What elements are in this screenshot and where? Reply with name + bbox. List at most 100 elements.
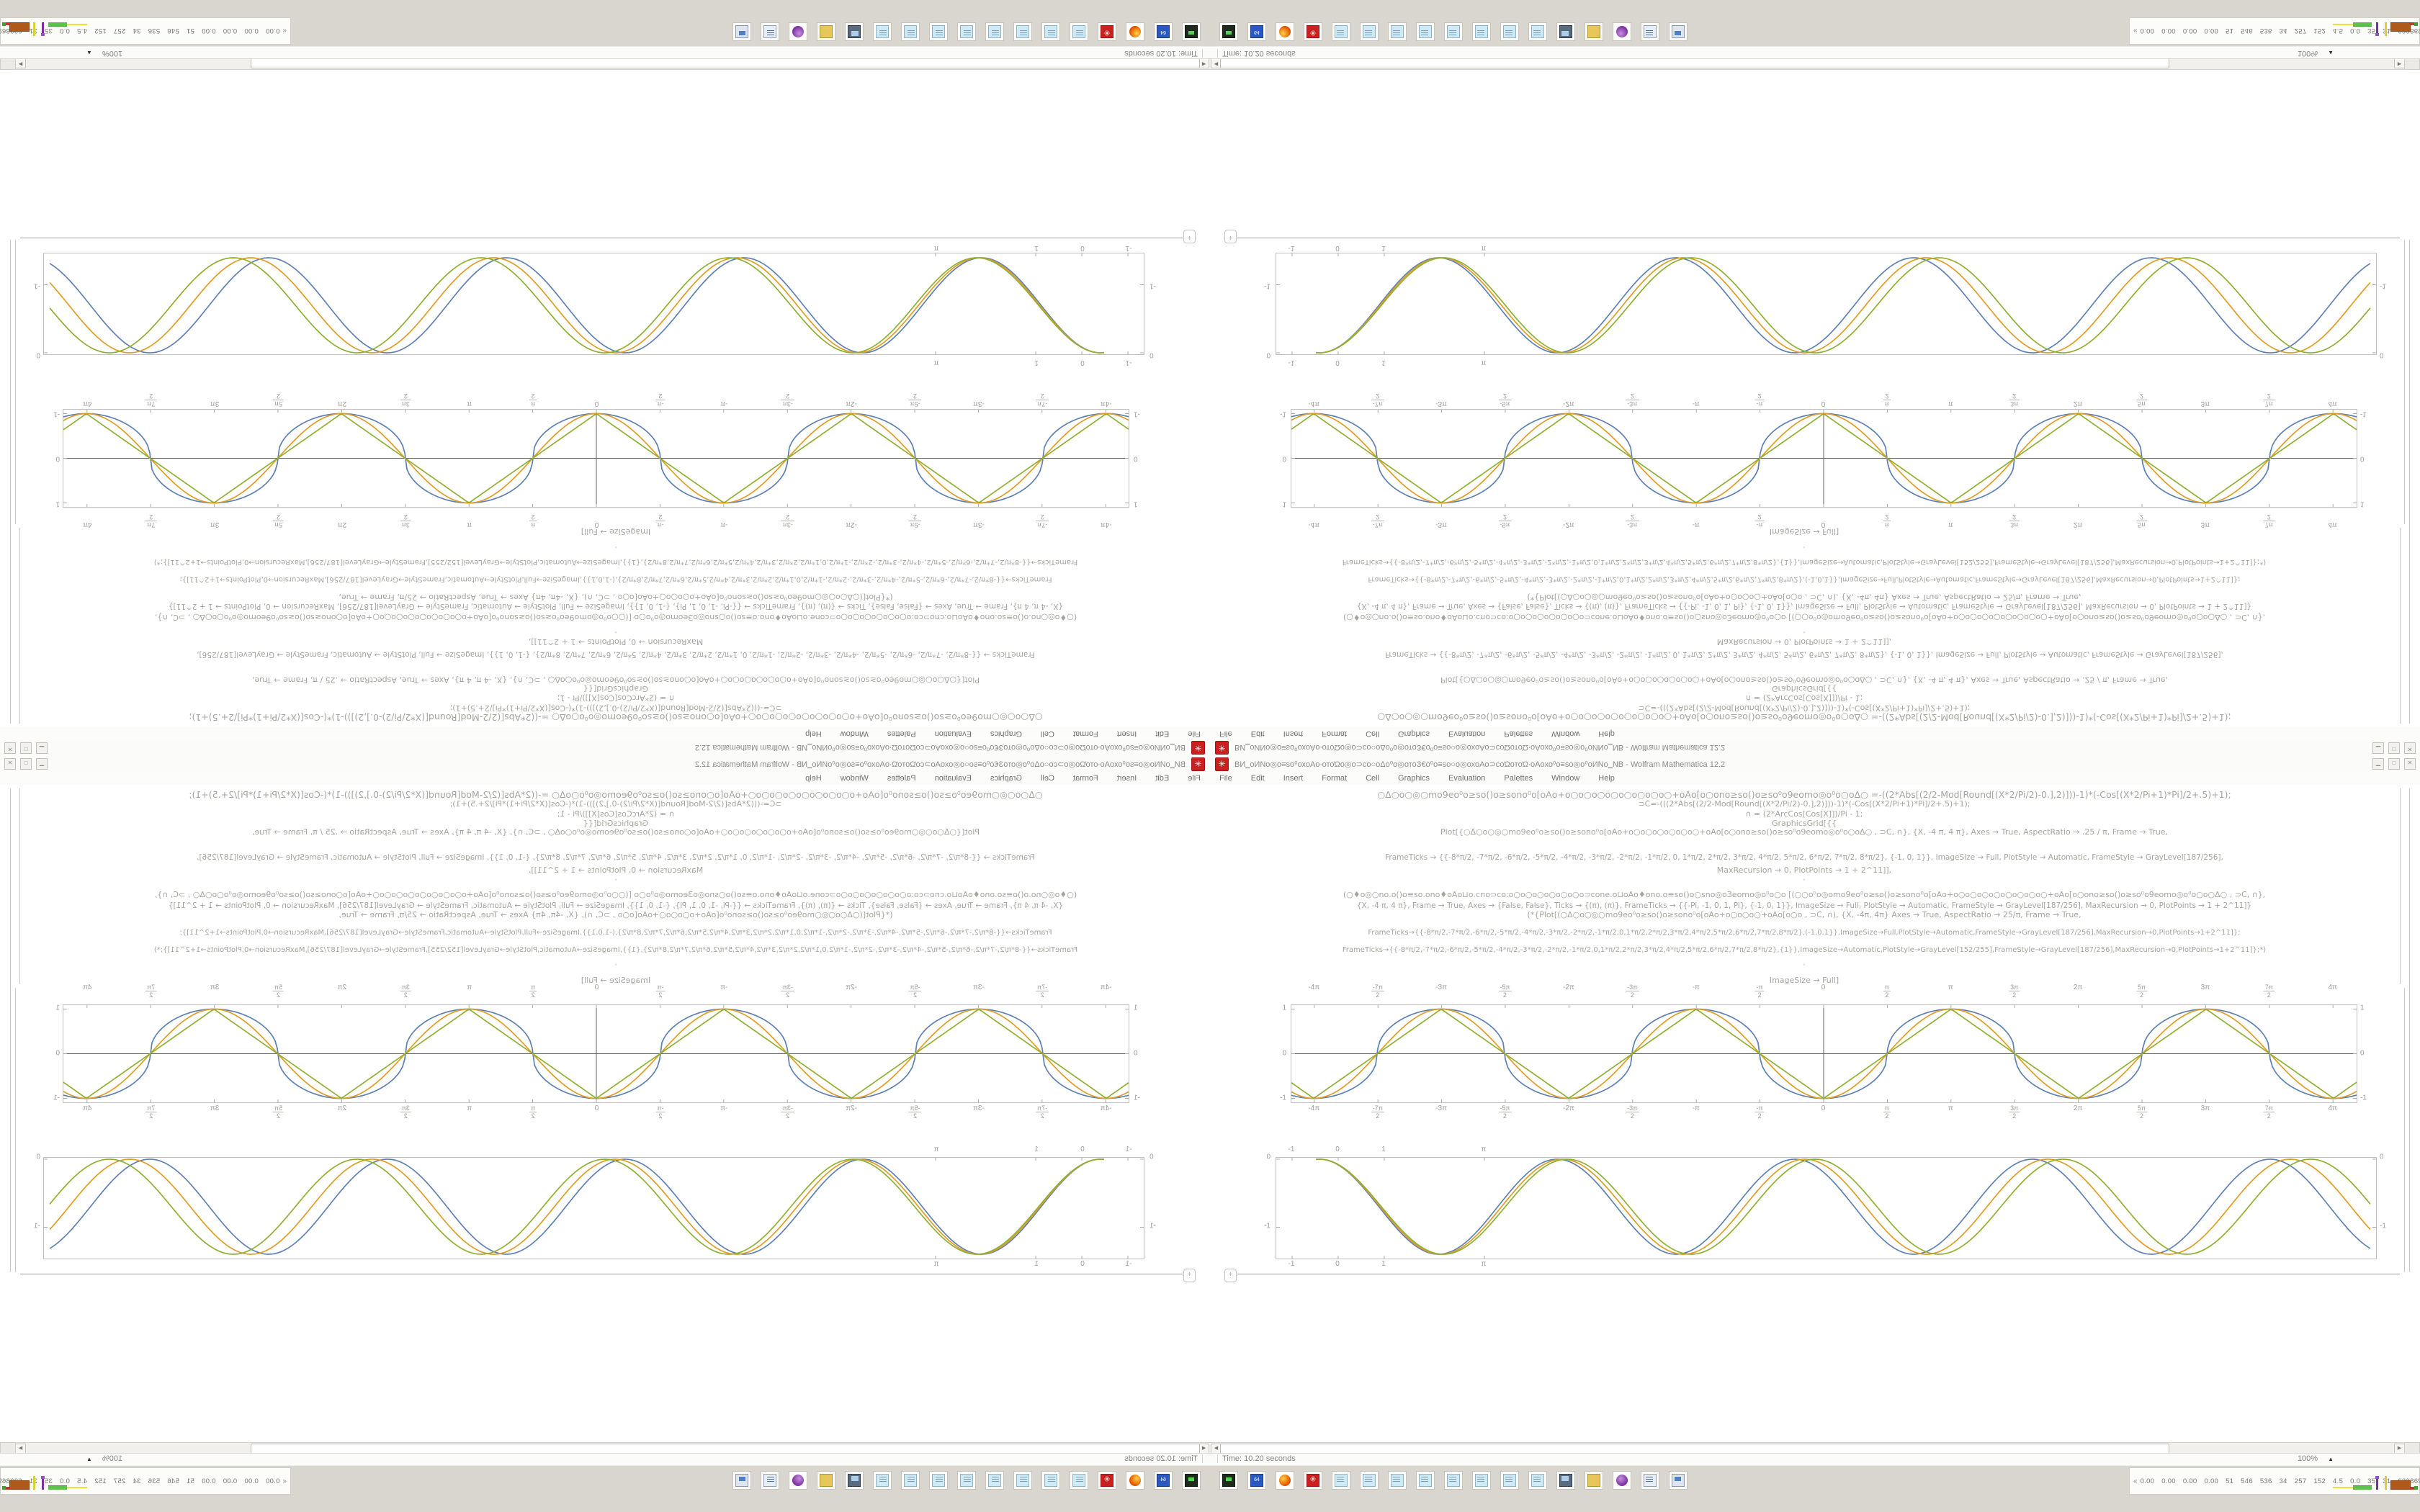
taskbar-button-monitor-blue[interactable]: [1669, 22, 1688, 41]
taskbar-button-mathematica[interactable]: ✳: [1098, 1471, 1116, 1490]
taskbar-button-notepad[interactable]: [1444, 1471, 1463, 1490]
titlebar[interactable]: ✳ ВИ‗оИNо◎о≡ѕо⁰охоАо∙отоΏо◎о⊃со○оΔо⁰о◎от…: [1210, 740, 2420, 756]
taskbar-button-monitor-dark[interactable]: [845, 1471, 864, 1490]
code-line[interactable]: FrameTicks → {{-8*π/2, -7*π/2, -6*π/2, -…: [1385, 853, 2223, 862]
taskbar-button-notepad[interactable]: [1472, 1471, 1491, 1490]
taskbar-button-notepad[interactable]: [1500, 1471, 1519, 1490]
code-line[interactable]: {X, -4 π, 4 π}, Frame → True, Axes → {Fa…: [168, 901, 1064, 910]
taskbar-button-notepad[interactable]: [1360, 1471, 1379, 1490]
window-resize-grip[interactable]: [0, 58, 16, 70]
code-line[interactable]: ∩ = (2*ArcCos[Cos[X]])/Pi - 1;: [557, 693, 675, 703]
menu-format[interactable]: Format: [1072, 774, 1098, 783]
taskbar-button-scroll-doc[interactable]: [1641, 22, 1659, 41]
code-line[interactable]: (*{Plot[(○Δ○о○◎○mо9ео⁰о≥ѕо()о≥ѕоnо⁰о[оАо…: [339, 593, 893, 602]
code-line[interactable]: FrameTicks → {{-8*π/2, -7*π/2, -6*π/2, -…: [197, 650, 1035, 659]
code-line[interactable]: Plot[{○Δ○о○◎○mо9ео⁰о≥ѕо()о≥ѕоnо⁰о[оАо+о○…: [1440, 675, 2169, 685]
horizontal-scrollbar[interactable]: ◀ ▶: [1210, 1442, 2406, 1454]
maximize-button[interactable]: □: [20, 742, 32, 754]
menu-help[interactable]: Help: [1598, 729, 1615, 738]
code-line[interactable]: (○♦о◎○nо.о()о≡ѕо.оnо♦оАо⊔о.спо⊃со:о○о○о○…: [1343, 890, 2266, 899]
code-line[interactable]: ': [614, 963, 617, 971]
taskbar-button-notepad[interactable]: [985, 1471, 1004, 1490]
taskbar-button-monitor-blue[interactable]: [732, 1471, 751, 1490]
code-line[interactable]: GraphicsGrid[{{: [1772, 684, 1837, 693]
menu-graphics[interactable]: Graphics: [990, 729, 1022, 738]
menu-evaluation[interactable]: Evaluation: [934, 774, 972, 783]
code-line[interactable]: ': [1803, 626, 1806, 634]
code-line[interactable]: FrameTicks→{{-8*π/2,-7*π/2,-6*π/2,-5*π/2…: [1368, 575, 2241, 583]
code-line[interactable]: ': [1803, 963, 1806, 971]
code-line[interactable]: ⊃C=-(((2*Abs[(2/2-Mod[Round[(X*2/Pi/2)-0…: [449, 703, 782, 713]
code-line[interactable]: FrameTicks→{{-8*π/2,-7*π/2,-6*π/2,-5*π/2…: [1342, 946, 2267, 954]
code-line[interactable]: ImageSize → Full]: [1769, 976, 1839, 985]
taskbar-button-green-device[interactable]: [1219, 22, 1238, 41]
system-monitor-applet[interactable]: « 0.00 0.00 0.00 0.00 51 546 536 34 257 …: [0, 1467, 291, 1495]
scroll-left-arrow[interactable]: ◀: [1198, 58, 1209, 68]
cell-bracket-code[interactable]: [19, 788, 20, 984]
cell-bracket-code[interactable]: [2400, 528, 2401, 724]
code-line[interactable]: ∩ = (2*ArcCos[Cos[X]])/Pi - 1;: [557, 809, 675, 819]
menu-file[interactable]: File: [1219, 774, 1232, 783]
taskbar-button-notepad[interactable]: [1500, 22, 1519, 41]
menu-evaluation[interactable]: Evaluation: [1448, 729, 1486, 738]
cell-bracket-code[interactable]: [2400, 788, 2401, 984]
cell-bracket-output[interactable]: [15, 988, 16, 1272]
minimize-button[interactable]: ▁: [2372, 758, 2384, 770]
menu-edit[interactable]: Edit: [1155, 774, 1170, 783]
menu-cell[interactable]: Cell: [1040, 774, 1054, 783]
new-cell-plus-button[interactable]: +: [1224, 1269, 1237, 1282]
code-line[interactable]: GraphicsGrid[{{: [1772, 819, 1837, 828]
taskbar-button-notepad[interactable]: [1388, 22, 1407, 41]
taskbar-button-notepad[interactable]: [1013, 22, 1032, 41]
titlebar[interactable]: ✳ ВИ‗оИNо◎о≡ѕо⁰охоАо∙отоΏо◎о⊃со○оΔо⁰о◎от…: [0, 756, 1210, 772]
menu-cell[interactable]: Cell: [1366, 729, 1380, 738]
code-line[interactable]: MaxRecursion → 0, PlotPoints → 1 + 2^11]…: [528, 637, 704, 647]
menu-edit[interactable]: Edit: [1250, 729, 1265, 738]
zoom-dropdown-arrow-icon[interactable]: ▲: [2328, 50, 2334, 57]
menu-edit[interactable]: Edit: [1155, 729, 1170, 738]
taskbar-button-green-device[interactable]: [1219, 1471, 1238, 1490]
taskbar-button-folder-yellow[interactable]: [817, 22, 835, 41]
menu-window[interactable]: Window: [840, 729, 869, 738]
cell-bracket-group[interactable]: [10, 788, 11, 1272]
minimize-button[interactable]: ▁: [36, 742, 48, 754]
taskbar-button-monitor-blue[interactable]: [732, 22, 751, 41]
taskbar-button-notepad[interactable]: [901, 1471, 920, 1490]
code-line[interactable]: ': [614, 541, 617, 549]
notebook-content[interactable]: ○Δ○о○◎○mо9ео⁰о≥ѕо()о≥ѕоnо⁰о[оАо+о○о○о○о○…: [1210, 785, 2420, 1471]
taskbar-button-floppy-64[interactable]: 64: [1154, 1471, 1173, 1490]
menu-help[interactable]: Help: [805, 774, 822, 783]
menu-palettes[interactable]: Palettes: [887, 774, 916, 783]
new-cell-plus-button[interactable]: +: [1224, 230, 1237, 243]
taskbar-button-floppy-64[interactable]: 64: [1247, 22, 1266, 41]
code-line[interactable]: GraphicsGrid[{{: [583, 684, 648, 693]
horizontal-scrollbar[interactable]: ◀ ▶: [14, 1442, 1210, 1454]
cell-bracket-group[interactable]: [10, 240, 11, 724]
taskbar-button-firefox[interactable]: [1276, 1471, 1294, 1490]
taskbar-button-scroll-doc[interactable]: [761, 22, 779, 41]
taskbar-button-monitor-blue[interactable]: [1669, 1471, 1688, 1490]
menu-evaluation[interactable]: Evaluation: [934, 729, 972, 738]
code-line[interactable]: FrameTicks→{{-8*π/2,-7*π/2,-6*π/2,-5*π/2…: [1342, 558, 2267, 566]
taskbar-button-folder-yellow[interactable]: [817, 1471, 835, 1490]
code-line[interactable]: ∩ = (2*ArcCos[Cos[X]])/Pi - 1;: [1745, 693, 1863, 703]
code-line[interactable]: ○Δ○о○◎○mо9ео⁰о≥ѕо()о≥ѕоnо⁰о[оАо+о○о○о○о○…: [1377, 789, 2231, 800]
magnification-control[interactable]: 100% ▲: [2298, 1454, 2334, 1463]
cell-bracket-output[interactable]: [2404, 988, 2405, 1272]
zoom-dropdown-arrow-icon[interactable]: ▲: [86, 50, 92, 57]
code-line[interactable]: FrameTicks→{{-8*π/2,-7*π/2,-6*π/2,-5*π/2…: [153, 558, 1078, 566]
code-line[interactable]: FrameTicks→{{-8*π/2,-7*π/2,-6*π/2,-5*π/2…: [179, 929, 1052, 937]
code-line[interactable]: ○Δ○о○◎○mо9ео⁰о≥ѕо()о≥ѕоnо⁰о[оАо+о○о○о○о○…: [1377, 712, 2231, 723]
magnification-control[interactable]: 100% ▲: [86, 1454, 122, 1463]
taskbar-button-scroll-doc[interactable]: [1641, 1471, 1659, 1490]
code-line[interactable]: ⊃C=-(((2*Abs[(2/2-Mod[Round[(X*2/Pi/2)-0…: [1638, 799, 1971, 809]
taskbar-button-notepad[interactable]: [957, 1471, 976, 1490]
menu-help[interactable]: Help: [805, 729, 822, 738]
taskbar-button-notepad[interactable]: [1528, 22, 1547, 41]
taskbar-button-mathematica[interactable]: ✳: [1304, 1471, 1322, 1490]
taskbar-button-floppy-64[interactable]: 64: [1154, 22, 1173, 41]
code-line[interactable]: ⊃C=-(((2*Abs[(2/2-Mod[Round[(X*2/Pi/2)-0…: [1638, 703, 1971, 713]
menu-graphics[interactable]: Graphics: [1398, 729, 1430, 738]
code-line[interactable]: (*{Plot[(○Δ○о○◎○mо9ео⁰о≥ѕо()о≥ѕоnо⁰о[оАо…: [339, 910, 893, 919]
new-cell-plus-button[interactable]: +: [1183, 230, 1196, 243]
